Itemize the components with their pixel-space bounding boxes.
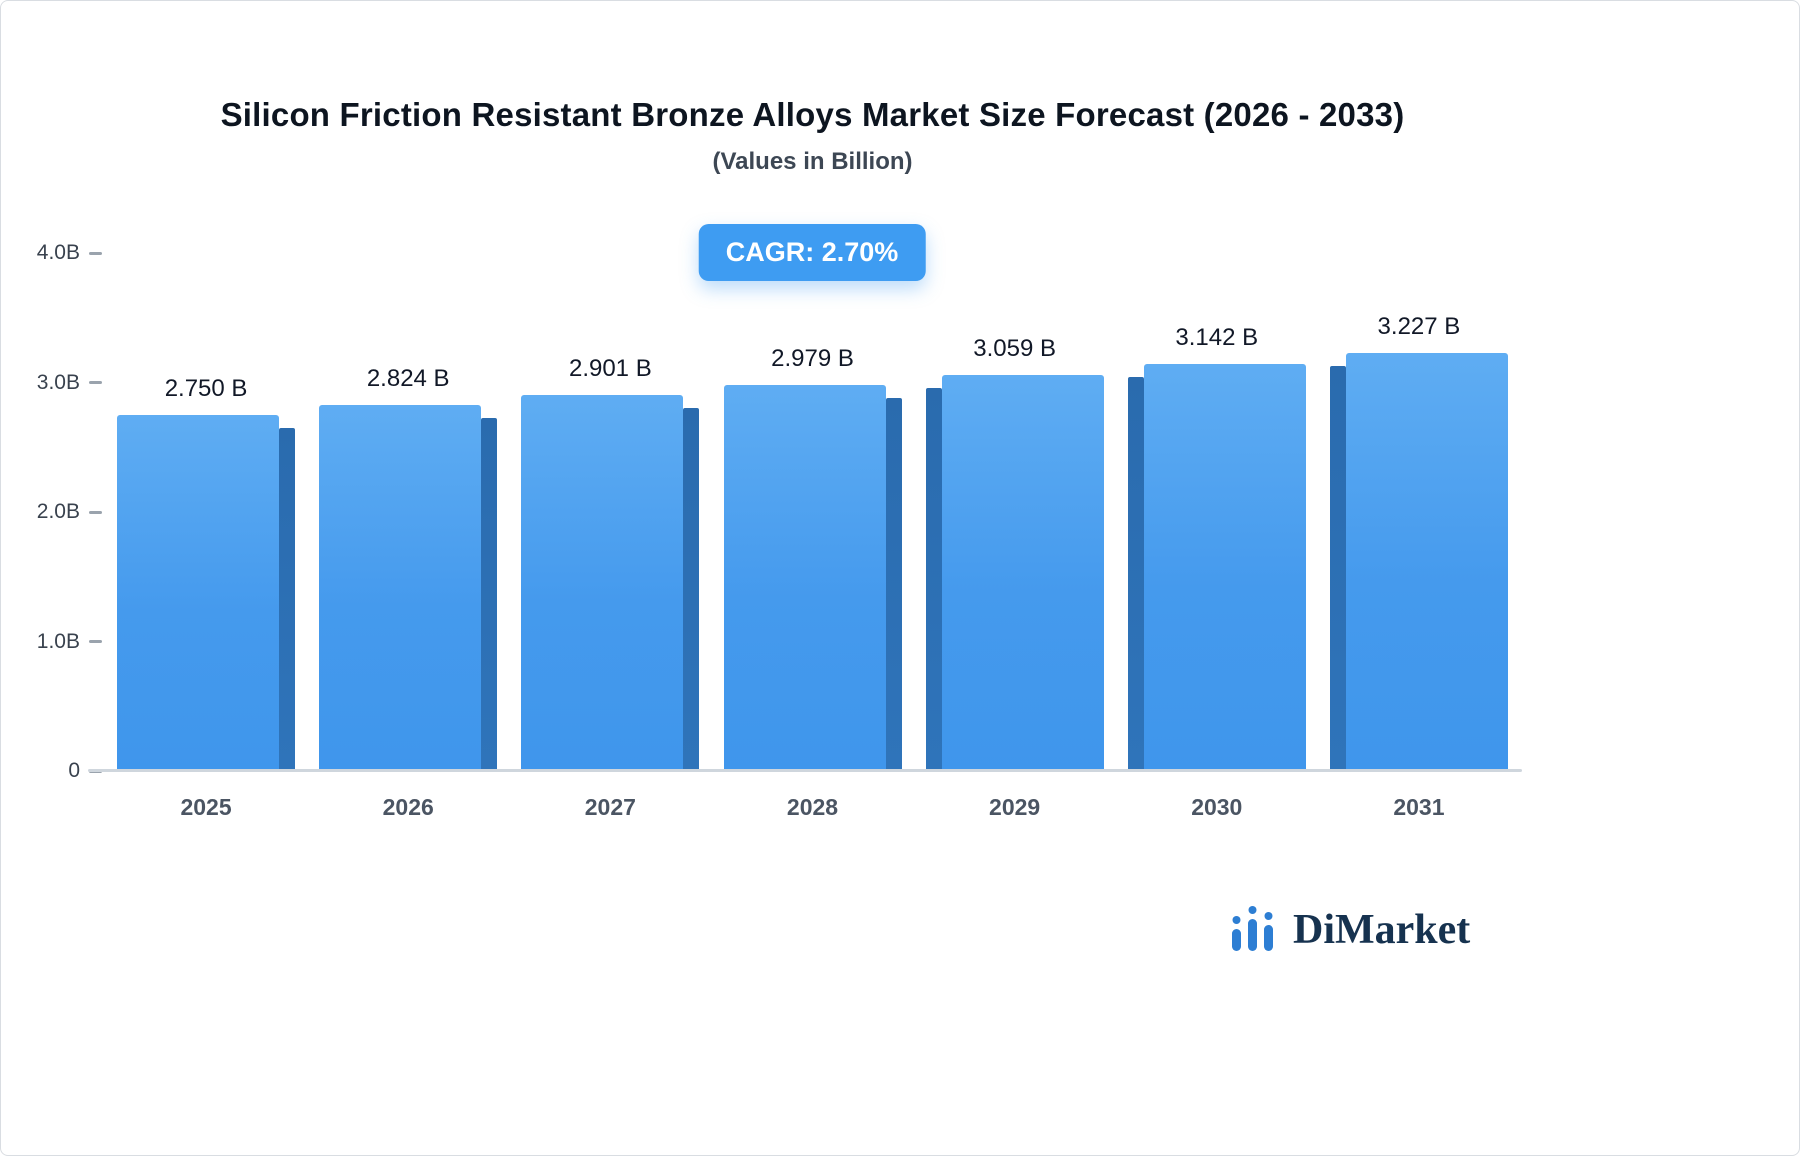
y-axis-tick-label: 1.0B: [36, 629, 80, 653]
bar: [319, 405, 482, 771]
bar-value-label: 3.059 B: [973, 334, 1056, 362]
x-axis-label: 2031: [1393, 794, 1445, 820]
bar-side-face: [279, 427, 296, 771]
x-axis-label: 2029: [989, 794, 1041, 820]
bar-side-face: [1329, 366, 1346, 771]
bar-group: 3.142 B 2030: [1127, 253, 1306, 820]
bar-group: 3.059 B 2029: [925, 253, 1104, 820]
y-axis-tick: 2.0B: [14, 498, 102, 526]
bar: [723, 385, 886, 771]
x-axis-label: 2028: [786, 794, 839, 820]
bar: [1345, 353, 1508, 771]
bar-side-face: [1127, 377, 1144, 771]
bar-chart-icon: [1232, 906, 1273, 951]
y-axis-tick-mark: [89, 251, 102, 255]
bar: [521, 395, 684, 771]
bar-value-label: 2.901 B: [568, 355, 652, 383]
x-axis-label: 2027: [584, 794, 636, 820]
brand-name: DiMarket: [1293, 907, 1471, 953]
y-axis-tick-label: 3.0B: [36, 370, 80, 394]
x-axis-label: 2030: [1191, 794, 1243, 820]
bar-group: 2.750 B 2025: [117, 253, 296, 820]
y-axis-tick: 3.0B: [14, 369, 102, 397]
x-axis-line: [88, 769, 1522, 772]
bar-value-label: 2.750 B: [164, 374, 248, 402]
plot-area: 2.750 B 2025 2.824 B 2026 2.901 B 2027 2.979 B…: [105, 253, 1520, 820]
brand-logo: DiMarket: [1228, 905, 1470, 955]
y-axis-tick-label: 0: [68, 759, 80, 782]
y-axis-tick: 4.0B: [14, 239, 102, 267]
bar-group: 2.979 B 2028: [723, 253, 902, 820]
bar-value-label: 2.979 B: [771, 345, 854, 373]
chart-subtitle: (Values in Billion): [712, 148, 913, 175]
x-axis-label: 2026: [382, 794, 434, 820]
chart-title: Silicon Friction Resistant Bronze Alloys…: [220, 96, 1405, 133]
bar-side-face: [925, 387, 942, 771]
bar-value-label: 3.142 B: [1175, 324, 1259, 352]
y-axis-tick: 1.0B: [14, 628, 102, 656]
cagr-badge: CAGR: 2.70%: [698, 224, 926, 281]
bar-group: 2.824 B 2026: [319, 253, 498, 820]
bar: [117, 414, 280, 771]
bar-side-face: [885, 398, 902, 771]
y-axis-tick-mark: [89, 640, 102, 643]
bar-side-face: [683, 408, 700, 771]
x-axis-label: 2025: [180, 794, 232, 820]
bar-value-label: 2.824 B: [366, 365, 450, 393]
bar-value-label: 3.227 B: [1377, 313, 1461, 341]
y-axis-tick-mark: [89, 381, 102, 384]
bar-group: 2.901 B 2027: [521, 253, 700, 820]
y-axis-tick-label: 2.0B: [36, 500, 80, 523]
bar: [1143, 364, 1306, 771]
y-axis-tick-label: 4.0B: [36, 241, 80, 264]
y-axis-tick-mark: [89, 510, 102, 514]
bar-side-face: [481, 418, 498, 771]
bar-group: 3.227 B 2031: [1329, 253, 1508, 820]
bar: [941, 374, 1104, 771]
